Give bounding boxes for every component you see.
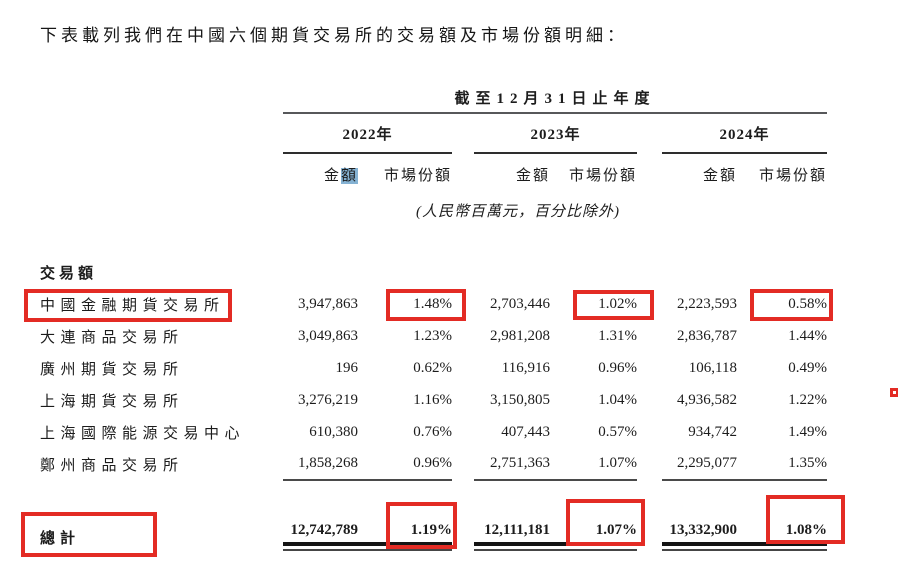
market-share-table: 截至12月31日止年度 2022年 2023年 2024年 金額 市場份額 金額… xyxy=(40,83,828,560)
table-row: 上海國際能源交易中心 610,380 0.76% 407,443 0.57% 9… xyxy=(40,416,827,448)
share-2024: 0.49% xyxy=(788,359,828,376)
col-header-share-2024: 市場份額 xyxy=(759,168,828,184)
column-header-row: 金額 市場份額 金額 市場份額 金額 市場份額 xyxy=(40,153,827,195)
share-2024: 1.22% xyxy=(788,391,828,408)
exchange-name: 上海國際能源交易中心 xyxy=(40,425,246,442)
amount-2024: 2,836,787 xyxy=(677,327,737,344)
period-header-row: 截至12月31日止年度 xyxy=(40,83,828,114)
total-amount-2023: 12,111,181 xyxy=(474,522,550,553)
exchange-name: 廣州期貨交易所 xyxy=(40,361,184,378)
table-row: 中國金融期貨交易所 3,947,863 1.48% 2,703,446 1.02… xyxy=(40,288,827,320)
table-row: 鄭州商品交易所 1,858,268 0.96% 2,751,363 1.07% … xyxy=(40,448,828,481)
amount-2024: 106,118 xyxy=(688,359,737,376)
year-header-row: 2022年 2023年 2024年 xyxy=(40,113,828,154)
amount-2022: 610,380 xyxy=(309,423,358,440)
exchange-name: 上海期貨交易所 xyxy=(40,393,184,410)
amount-2022: 3,049,863 xyxy=(298,327,358,344)
annotation-marker xyxy=(890,388,898,397)
table-row: 大連商品交易所 3,049,863 1.23% 2,981,208 1.31% … xyxy=(40,320,827,352)
total-row: 總計 12,742,789 1.19% 12,111,181 1.07% 13,… xyxy=(40,514,828,560)
amount-2022: 3,276,219 xyxy=(298,391,358,408)
share-2024: 0.58% xyxy=(788,295,828,312)
share-2024: 1.49% xyxy=(788,423,828,440)
exchange-name: 中國金融期貨交易所 xyxy=(40,297,225,314)
amount-2024: 2,295,077 xyxy=(662,448,737,481)
amount-2023: 3,150,805 xyxy=(490,391,550,408)
section-header-row: 交易額 xyxy=(40,256,827,288)
share-2023: 1.31% xyxy=(598,327,637,344)
total-share-2024: 1.08% xyxy=(737,522,828,553)
table-row: 上海期貨交易所 3,276,219 1.16% 3,150,805 1.04% … xyxy=(40,384,827,416)
share-2023: 0.57% xyxy=(598,423,637,440)
share-2022: 1.48% xyxy=(413,295,452,312)
unit-note: (人民幣百萬元，百分比除外) xyxy=(416,203,620,220)
total-share-2023: 1.07% xyxy=(550,522,637,553)
col-header-amount-2024: 金額 xyxy=(702,168,737,184)
total-amount-2022: 12,742,789 xyxy=(283,522,358,553)
total-share-2022: 1.19% xyxy=(358,522,452,553)
share-2023: 1.07% xyxy=(550,448,637,481)
col-header-amount-2022: 金額 xyxy=(283,153,358,195)
share-2022: 1.23% xyxy=(413,327,452,344)
year-header-2024: 2024年 xyxy=(662,113,828,154)
exchange-name: 大連商品交易所 xyxy=(40,329,184,346)
col-header-share-2022: 市場份額 xyxy=(383,168,452,184)
amount-2022: 196 xyxy=(335,359,359,376)
share-2023: 1.02% xyxy=(598,295,637,312)
total-label: 總計 xyxy=(40,530,81,547)
section-header: 交易額 xyxy=(40,265,98,282)
amount-2023: 407,443 xyxy=(501,423,550,440)
year-header-2022: 2022年 xyxy=(283,113,452,154)
amount-2024: 4,936,582 xyxy=(677,391,737,408)
amount-2023: 2,981,208 xyxy=(490,327,550,344)
share-2022: 1.16% xyxy=(413,391,452,408)
total-amount-2024: 13,332,900 xyxy=(662,522,737,553)
amount-2023: 2,751,363 xyxy=(474,448,550,481)
col-header-share-2023: 市場份額 xyxy=(568,168,637,184)
share-2024: 1.44% xyxy=(788,327,828,344)
amount-2022: 3,947,863 xyxy=(298,295,358,312)
text-selection-highlight: 額 xyxy=(340,168,358,184)
amount-2023: 2,703,446 xyxy=(490,295,550,312)
period-header: 截至12月31日止年度 xyxy=(283,83,828,114)
amount-2024: 934,742 xyxy=(688,423,737,440)
share-2022: 0.96% xyxy=(358,448,452,481)
amount-2022: 1,858,268 xyxy=(283,448,358,481)
year-header-2023: 2023年 xyxy=(474,113,637,154)
table-row: 廣州期貨交易所 196 0.62% 116,916 0.96% 106,118 … xyxy=(40,352,827,384)
share-2024: 1.35% xyxy=(737,448,828,481)
amount-label-part: 金 xyxy=(323,168,341,184)
intro-text: 下表載列我們在中國六個期貨交易所的交易額及市場份額明細： xyxy=(40,26,628,45)
share-2023: 1.04% xyxy=(598,391,637,408)
unit-note-row: (人民幣百萬元，百分比除外) xyxy=(40,195,827,225)
exchange-name: 鄭州商品交易所 xyxy=(40,457,184,474)
amount-2024: 2,223,593 xyxy=(677,295,737,312)
col-header-amount-2023: 金額 xyxy=(515,168,550,184)
share-2023: 0.96% xyxy=(598,359,637,376)
amount-2023: 116,916 xyxy=(501,359,550,376)
share-2022: 0.62% xyxy=(413,359,452,376)
share-2022: 0.76% xyxy=(413,423,452,440)
